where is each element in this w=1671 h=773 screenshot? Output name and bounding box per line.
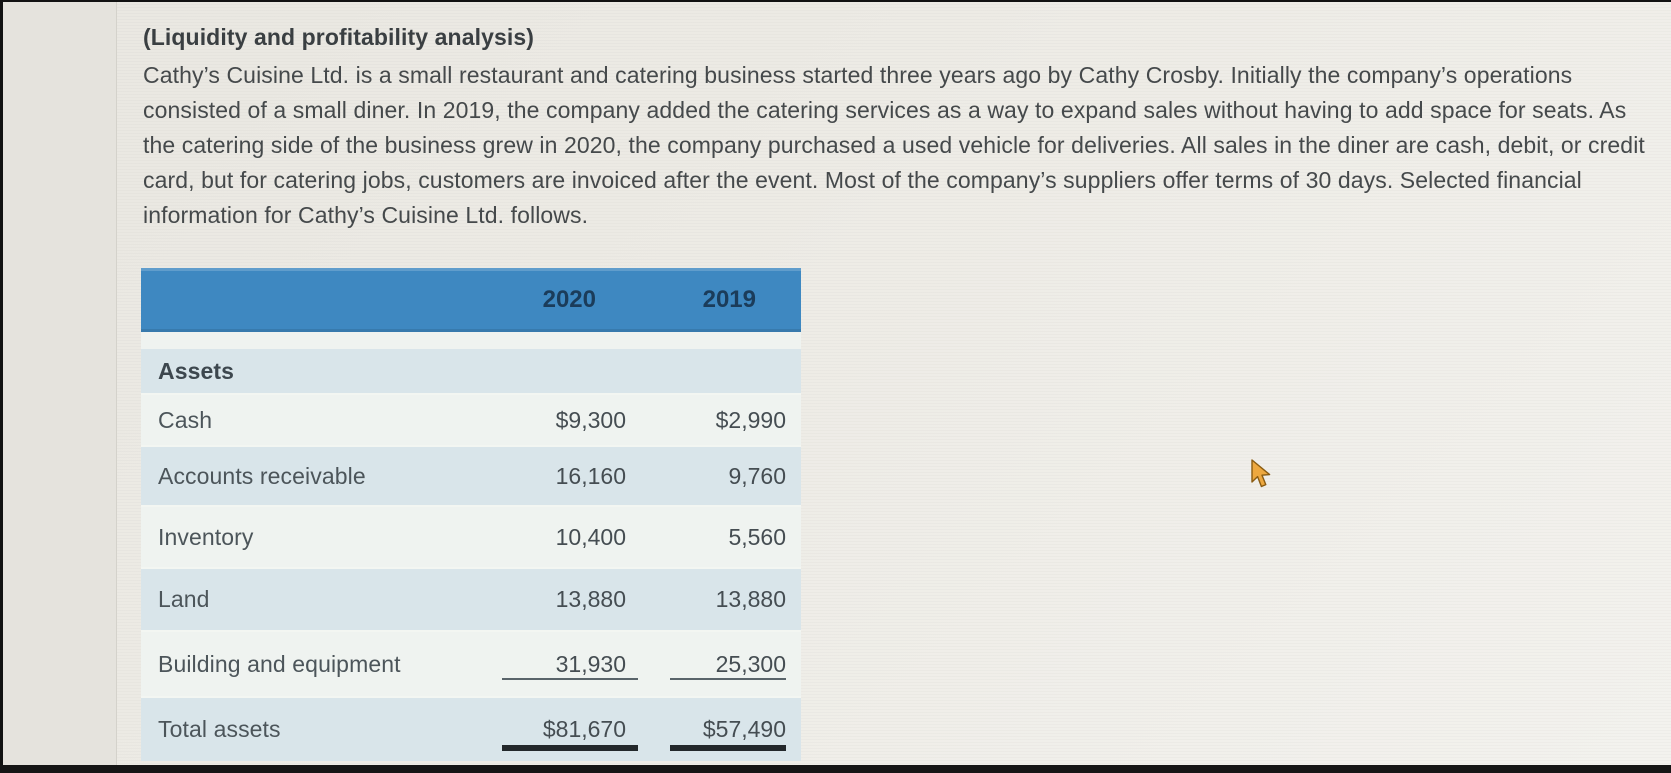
financial-table: 2020 2019 Assets Cash $9,300 $2,990 Acco… xyxy=(141,268,801,761)
row-label: Building and equipment xyxy=(158,650,401,677)
row-value-2020: 31,930 xyxy=(461,651,638,680)
intro-paragraph: Cathy’s Cuisine Ltd. is a small restaura… xyxy=(143,62,1645,228)
column-header-2020: 2020 xyxy=(542,286,596,313)
table-row-inventory: Inventory 10,400 5,560 xyxy=(141,507,801,569)
photo-edge-bottom xyxy=(0,765,1671,773)
total-value-2020: $81,670 xyxy=(461,716,638,751)
total-label: Total assets xyxy=(158,716,281,742)
table-header-row: 2020 2019 xyxy=(141,268,801,332)
row-value-2019: $2,990 xyxy=(715,406,786,433)
photo-edge-top xyxy=(0,0,1671,2)
row-label: Accounts receivable xyxy=(158,462,366,489)
page-title: (Liquidity and profitability analysis) xyxy=(143,24,535,50)
total-value-2019: $57,490 xyxy=(626,716,786,751)
row-value-2019: 5,560 xyxy=(728,523,786,550)
row-value-2019: 25,300 xyxy=(626,651,786,680)
row-value-2020: 10,400 xyxy=(555,523,626,550)
row-label: Land xyxy=(158,586,210,612)
table-row-building-and-equipment: Building and equipment 31,930 25,300 xyxy=(141,632,801,698)
section-row-assets: Assets xyxy=(141,349,801,395)
row-value-2020: $9,300 xyxy=(555,406,626,433)
row-label: Cash xyxy=(158,406,213,433)
cursor-arrow-icon xyxy=(1251,459,1271,488)
column-header-2019: 2019 xyxy=(702,286,756,313)
row-label: Inventory xyxy=(158,523,254,550)
page-left-margin xyxy=(3,2,117,773)
row-value-2020: 16,160 xyxy=(555,462,626,489)
document-content: (Liquidity and profitability analysis) C… xyxy=(116,2,1671,773)
table-row-total-assets: Total assets $81,670 $57,490 xyxy=(141,698,801,761)
table-row-land: Land 13,880 13,880 xyxy=(141,569,801,632)
table-row-cash: Cash $9,300 $2,990 xyxy=(141,395,801,447)
row-value-2019: 9,760 xyxy=(728,462,786,489)
section-label: Assets xyxy=(158,357,235,384)
table-header-gap xyxy=(141,332,801,349)
photo-edge-left xyxy=(0,0,3,773)
row-value-2020: 13,880 xyxy=(555,586,626,612)
row-value-2019: 13,880 xyxy=(715,586,786,612)
table-row-accounts-receivable: Accounts receivable 16,160 9,760 xyxy=(141,447,801,507)
